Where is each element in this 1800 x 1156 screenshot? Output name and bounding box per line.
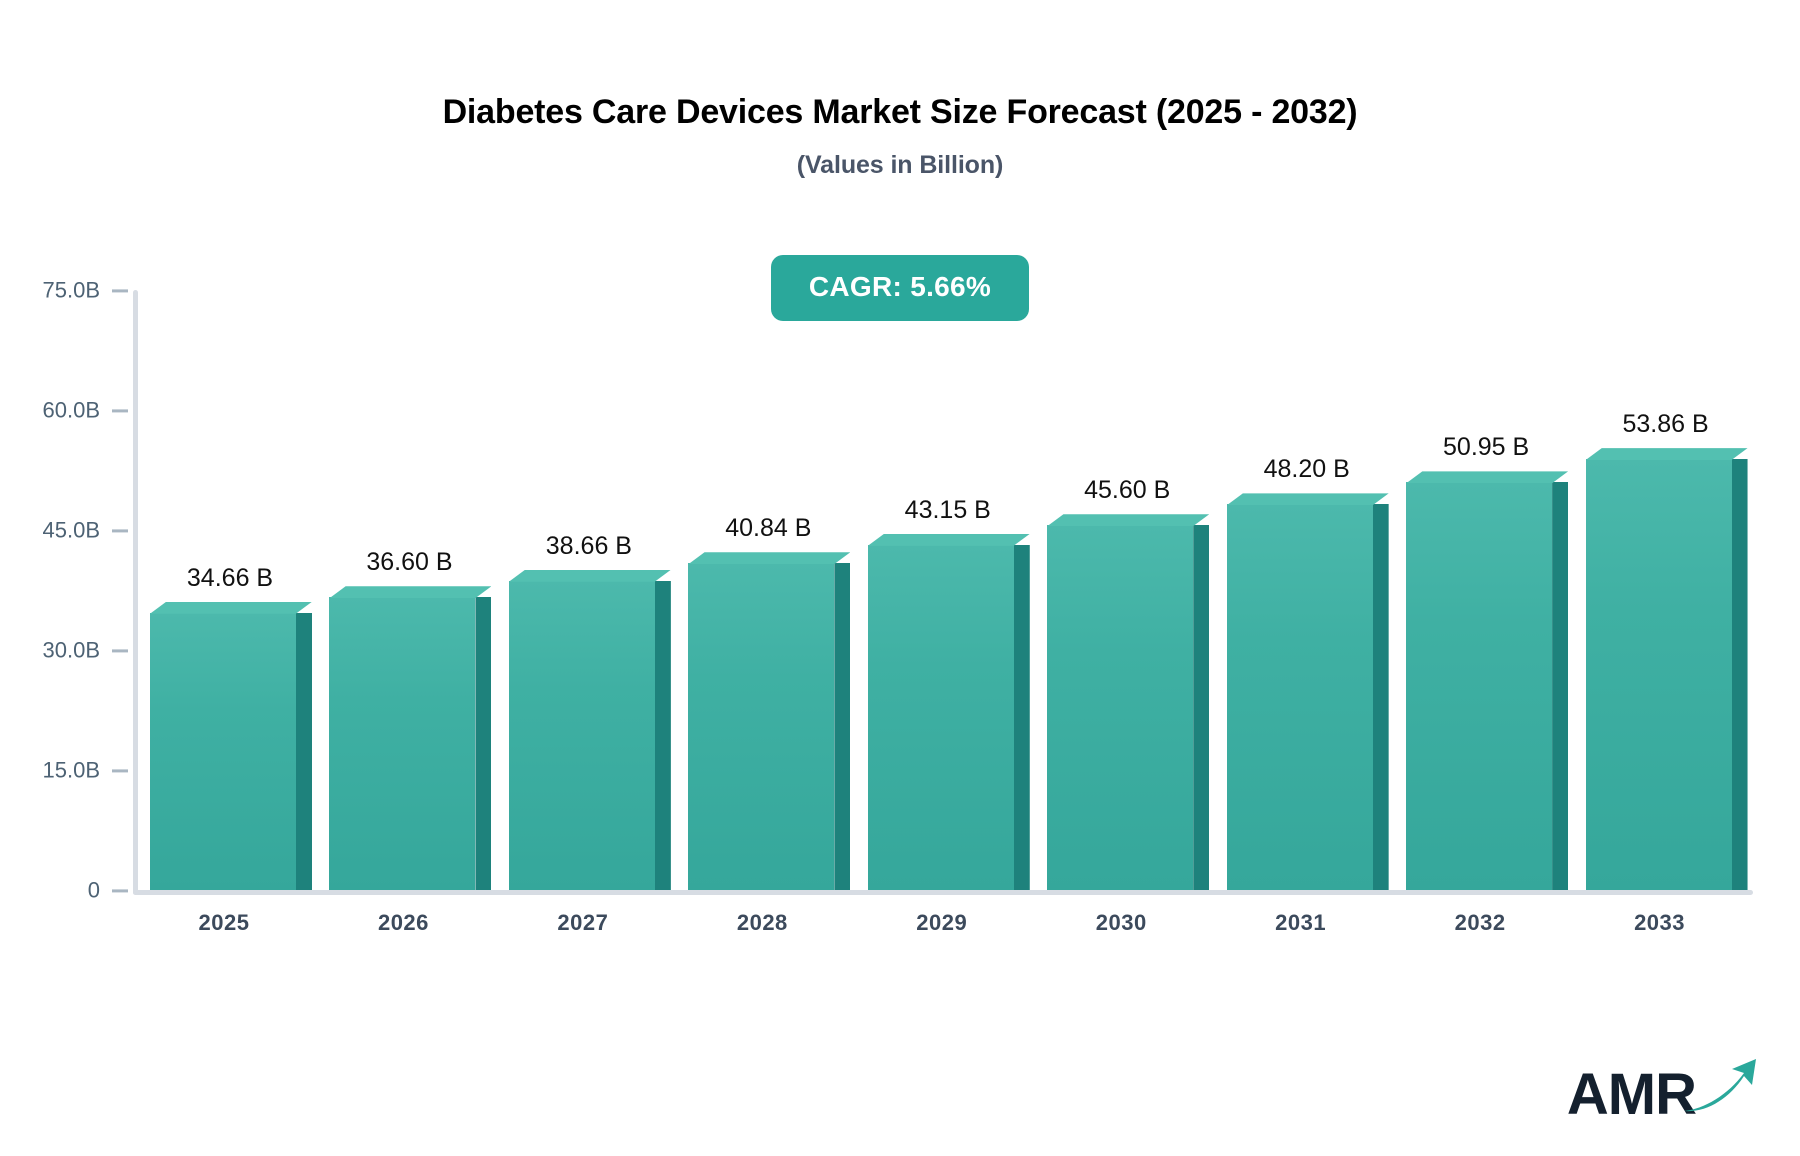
y-axis-tick: 0 (0, 876, 128, 903)
bar-value-label: 38.66 B (545, 531, 632, 560)
bar-value-label: 43.15 B (904, 495, 991, 524)
x-axis-label: 2027 (557, 910, 609, 935)
y-axis-tick-mark (112, 289, 128, 293)
growth-arrow-icon (1682, 1055, 1760, 1122)
cagr-badge-container: CAGR: 5.66% (0, 255, 1800, 321)
bar[interactable]: 40.84 B (688, 514, 851, 890)
bar-top-face (867, 533, 1030, 546)
x-axis-label: 2026 (377, 910, 429, 935)
bar-value-label: 45.60 B (1084, 476, 1171, 505)
bar-value-label: 36.60 B (366, 548, 453, 577)
bar-top-face (688, 552, 851, 565)
bar-side-face (296, 612, 312, 890)
x-axis-label: 2028 (736, 910, 788, 935)
bar-top-face (1406, 471, 1569, 484)
bar-side-face (1552, 482, 1569, 890)
bar[interactable]: 53.86 B (1585, 410, 1748, 890)
y-axis-tick-mark (112, 529, 128, 533)
bar-series: 34.66 B 36.60 B 38.66 B 40.84 B 43.15 B 45.60… (138, 290, 1753, 890)
logo-text: AMR (1566, 1062, 1697, 1127)
bar[interactable]: 50.95 B (1406, 433, 1569, 890)
page-title: Diabetes Care Devices Market Size Foreca… (442, 93, 1358, 131)
x-axis-label: 2032 (1454, 910, 1506, 935)
bar-side-face (1372, 504, 1389, 890)
bar[interactable]: 43.15 B (867, 496, 1030, 890)
y-axis-tick-mark (112, 409, 128, 413)
bar-top-face (150, 601, 312, 614)
x-axis-label: 2030 (1095, 910, 1147, 935)
bar-top-face (1585, 448, 1748, 461)
bar-side-face (1731, 459, 1748, 890)
bar[interactable]: 38.66 B (508, 532, 671, 890)
status-badge: CAGR: 5.66% (770, 255, 1030, 321)
bar-value-label: 40.84 B (725, 514, 812, 543)
bar[interactable]: 34.66 B (150, 564, 312, 890)
y-axis-tick-mark (112, 889, 128, 893)
x-axis-label: 2025 (198, 910, 250, 935)
x-axis-label: 2033 (1634, 910, 1686, 935)
chart-subtitle: (Values in Billion) (796, 150, 1004, 179)
y-axis-line (133, 290, 138, 895)
y-axis-tick-label: 75.0B (42, 277, 101, 303)
bar-top-face (1047, 514, 1210, 527)
y-axis-tick: 15.0B (0, 756, 128, 783)
y-axis-tick-label: 15.0B (42, 757, 101, 783)
y-axis-tick-label: 45.0B (42, 517, 101, 543)
bar-side-face (1013, 544, 1030, 890)
chart-header: Diabetes Care Devices Market Size Foreca… (0, 0, 1800, 180)
y-axis-tick: 75.0B (0, 276, 128, 303)
x-axis-label: 2031 (1275, 910, 1327, 935)
bar[interactable]: 36.60 B (329, 548, 492, 890)
bar-value-label: 50.95 B (1443, 433, 1530, 462)
y-axis-tick-label: 0 (87, 877, 100, 903)
bar-top-face (1226, 493, 1389, 506)
bar-top-face (329, 586, 492, 599)
amr-logo: AMR (1567, 1055, 1760, 1124)
x-axis-line (133, 890, 1753, 895)
y-axis-tick: 30.0B (0, 636, 128, 663)
bar-side-face (475, 597, 492, 890)
bar-side-face (654, 580, 671, 890)
bar-top-face (508, 569, 671, 582)
bar-value-label: 48.20 B (1263, 455, 1350, 484)
bar-side-face (1193, 525, 1210, 890)
bar-value-label: 34.66 B (186, 563, 274, 592)
y-axis-tick-label: 60.0B (42, 397, 101, 423)
y-axis-tick-mark (112, 769, 128, 773)
y-axis-tick: 45.0B (0, 516, 128, 543)
bar[interactable]: 48.20 B (1226, 455, 1389, 890)
bar-value-label: 53.86 B (1622, 410, 1709, 439)
bar[interactable]: 45.60 B (1047, 476, 1210, 890)
y-axis-tick-mark (112, 649, 128, 653)
y-axis-tick: 60.0B (0, 396, 128, 423)
x-axis-label: 2029 (916, 910, 968, 935)
y-axis-tick-label: 30.0B (42, 637, 101, 663)
bar-side-face (834, 563, 851, 890)
